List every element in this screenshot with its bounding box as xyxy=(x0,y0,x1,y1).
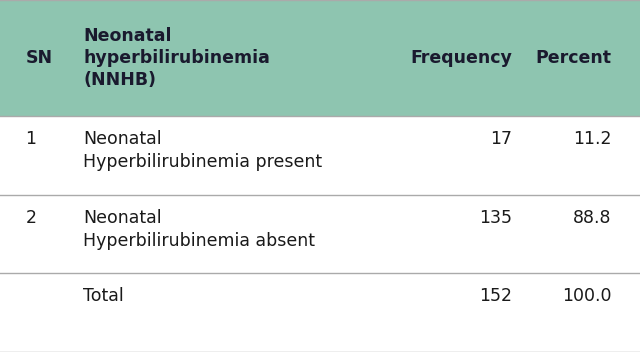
Text: 135: 135 xyxy=(479,209,512,227)
Text: 11.2: 11.2 xyxy=(573,130,611,148)
Text: 100.0: 100.0 xyxy=(562,288,611,306)
Text: Percent: Percent xyxy=(535,49,611,67)
Text: Neonatal
hyperbilirubinemia
(NNHB): Neonatal hyperbilirubinemia (NNHB) xyxy=(83,27,270,89)
Text: Neonatal
Hyperbilirubinemia present: Neonatal Hyperbilirubinemia present xyxy=(83,130,323,171)
Text: Neonatal
Hyperbilirubinemia absent: Neonatal Hyperbilirubinemia absent xyxy=(83,209,315,250)
Bar xyxy=(0,116,640,352)
Text: 152: 152 xyxy=(479,288,512,306)
Text: 1: 1 xyxy=(26,130,36,148)
Text: 17: 17 xyxy=(490,130,512,148)
Text: SN: SN xyxy=(26,49,52,67)
Text: Total: Total xyxy=(83,288,124,306)
Text: 88.8: 88.8 xyxy=(573,209,611,227)
Text: 2: 2 xyxy=(26,209,36,227)
Text: Frequency: Frequency xyxy=(410,49,512,67)
Bar xyxy=(0,0,640,116)
